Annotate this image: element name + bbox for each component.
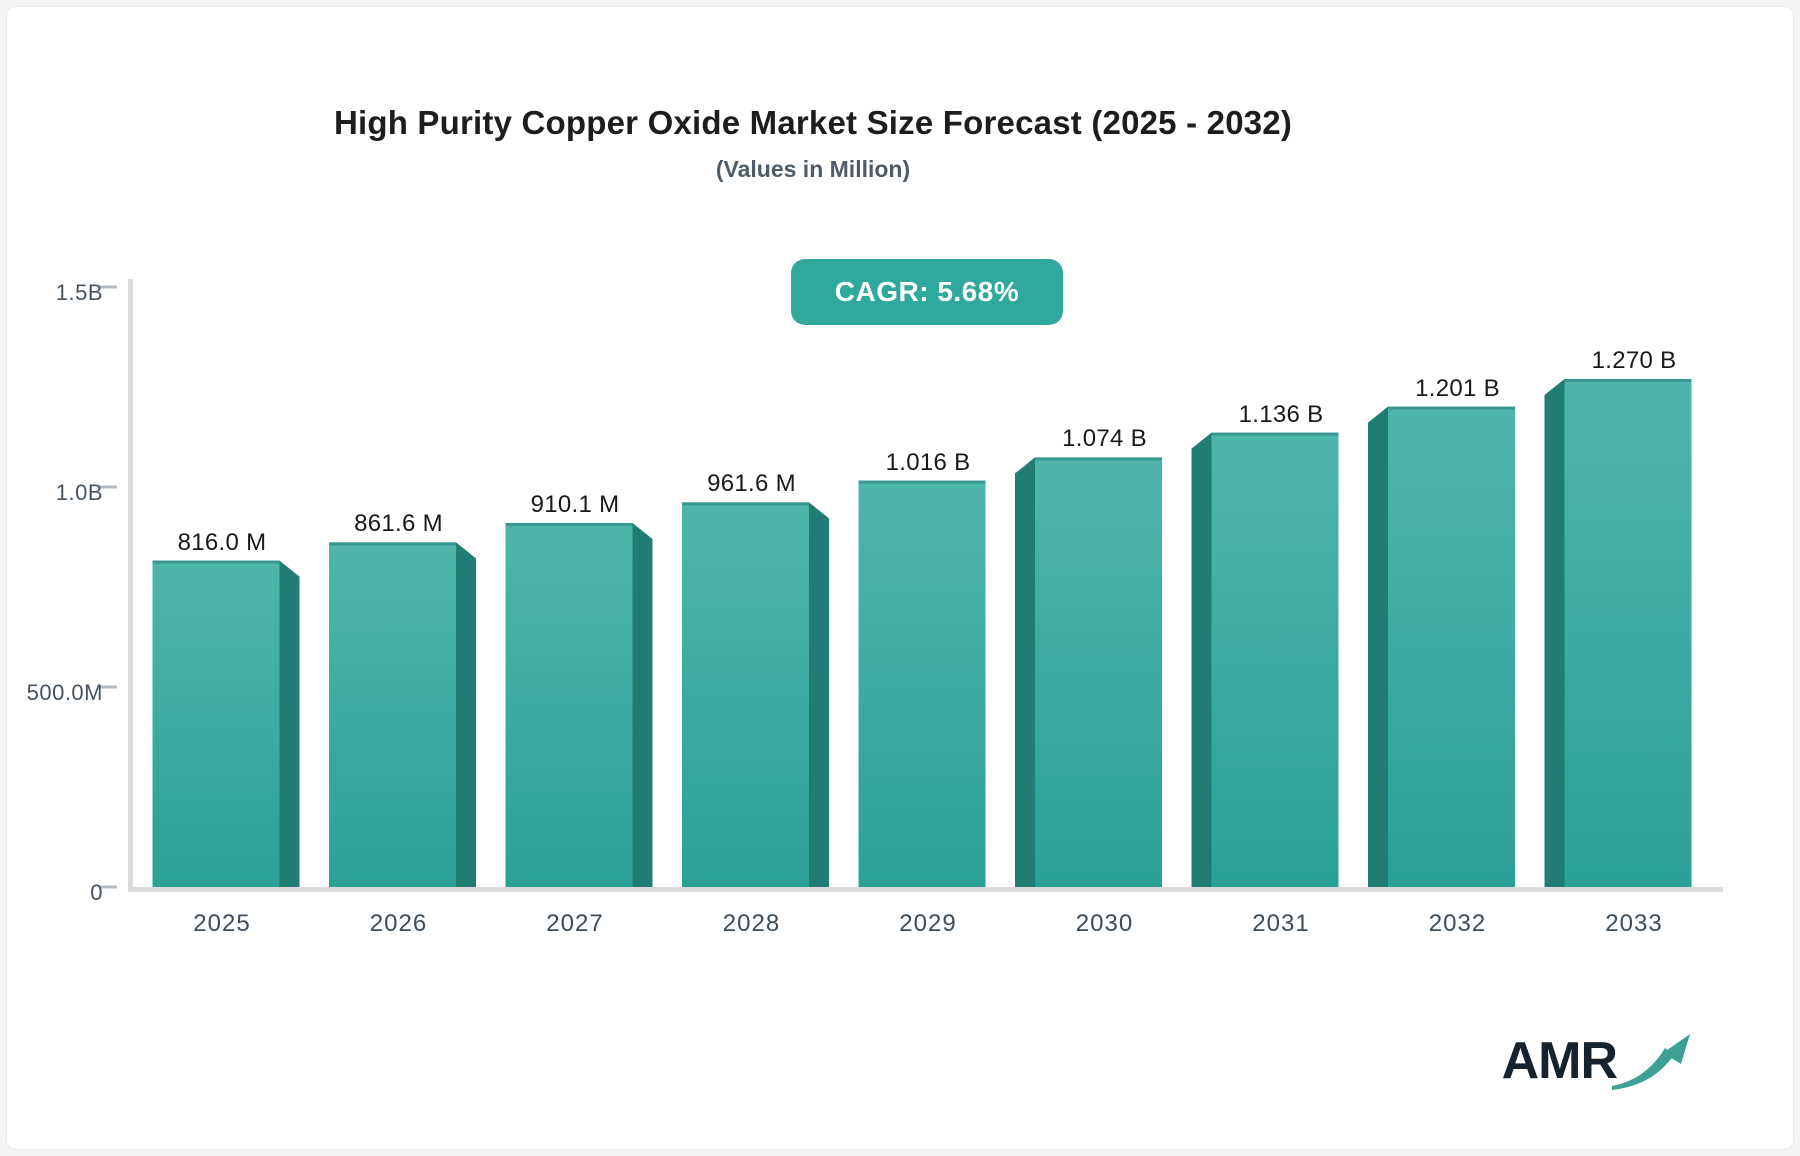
- amr-logo: AMR: [1502, 1031, 1693, 1091]
- y-tick-label: 1.5B: [55, 280, 103, 305]
- bar-face: [152, 560, 280, 887]
- x-tick-label: 2033: [1605, 910, 1663, 937]
- bar-side: [1015, 457, 1035, 887]
- bar-value-label: 1.074 B: [1062, 425, 1147, 453]
- bar-top-edge: [1211, 432, 1339, 436]
- bar-face: [1388, 406, 1515, 887]
- bar-side: [1368, 406, 1388, 887]
- bar-top-edge: [1035, 457, 1162, 461]
- bar-top-edge: [858, 480, 986, 484]
- bar-side: [1544, 379, 1565, 887]
- bar-top-edge: [329, 542, 456, 546]
- amr-logo-text: AMR: [1501, 1032, 1618, 1090]
- y-tick-dash: [99, 485, 117, 489]
- chart-subtitle: (Values in Million): [715, 156, 911, 182]
- bar-top-edge: [505, 522, 633, 526]
- bar-top-edge: [682, 502, 809, 506]
- bar-side: [279, 560, 300, 887]
- bar-value-label: 861.6 M: [354, 510, 443, 538]
- bar-side: [632, 522, 653, 887]
- bar-side: [456, 542, 476, 887]
- x-tick-label: 2027: [546, 910, 604, 937]
- bar-value-label: 1.136 B: [1238, 400, 1324, 428]
- bar-value-label: 1.201 B: [1415, 374, 1500, 402]
- bar-face: [858, 480, 986, 887]
- x-tick-label: 2026: [369, 910, 428, 937]
- chart-card: High Purity Copper Oxide Market Size For…: [6, 6, 1794, 1150]
- x-tick-label: 2025: [193, 910, 251, 937]
- bar-face: [505, 522, 633, 887]
- bar-face: [682, 502, 809, 887]
- bar-value-label: 1.270 B: [1591, 347, 1677, 374]
- bar-top-edge: [1388, 406, 1515, 410]
- x-axis-line: [128, 887, 1723, 892]
- y-tick-dash: [99, 285, 117, 289]
- x-tick-label: 2029: [899, 910, 957, 937]
- x-tick-label: 2030: [1075, 910, 1134, 937]
- y-tick-label: 500.0M: [26, 680, 103, 705]
- y-tick-dash: [99, 685, 117, 689]
- bar-value-label: 961.6 M: [707, 470, 796, 498]
- bar-value-label: 1.016 B: [885, 448, 971, 476]
- axes: [99, 279, 1723, 892]
- cagr-badge: CAGR: 5.68%: [791, 259, 1063, 325]
- bar-value-label: 910.1 M: [530, 490, 620, 518]
- y-tick-label: 0: [90, 880, 103, 905]
- bar-side: [809, 502, 829, 887]
- bar-face: [1035, 457, 1162, 887]
- bar-value-label: 816.0 M: [177, 528, 267, 556]
- bar-face: [1211, 432, 1339, 887]
- bar-top-edge: [1564, 379, 1692, 382]
- x-tick-label: 2028: [722, 910, 781, 937]
- y-tick-label: 1.0B: [55, 480, 103, 505]
- cagr-badge-label: CAGR: 5.68%: [834, 276, 1020, 307]
- bar-face: [329, 542, 456, 887]
- growth-arrow-icon: [1612, 1034, 1690, 1090]
- x-tick-label: 2032: [1428, 910, 1487, 937]
- y-tick-dash: [99, 885, 117, 889]
- bar-face: [1564, 379, 1692, 887]
- bars: [152, 379, 1692, 887]
- bar-plot: [99, 279, 1723, 892]
- bar-side: [1191, 432, 1212, 887]
- x-tick-label: 2031: [1252, 910, 1310, 937]
- bar-top-edge: [152, 560, 280, 564]
- y-axis-line: [128, 279, 133, 892]
- chart-title: High Purity Copper Oxide Market Size For…: [333, 104, 1293, 141]
